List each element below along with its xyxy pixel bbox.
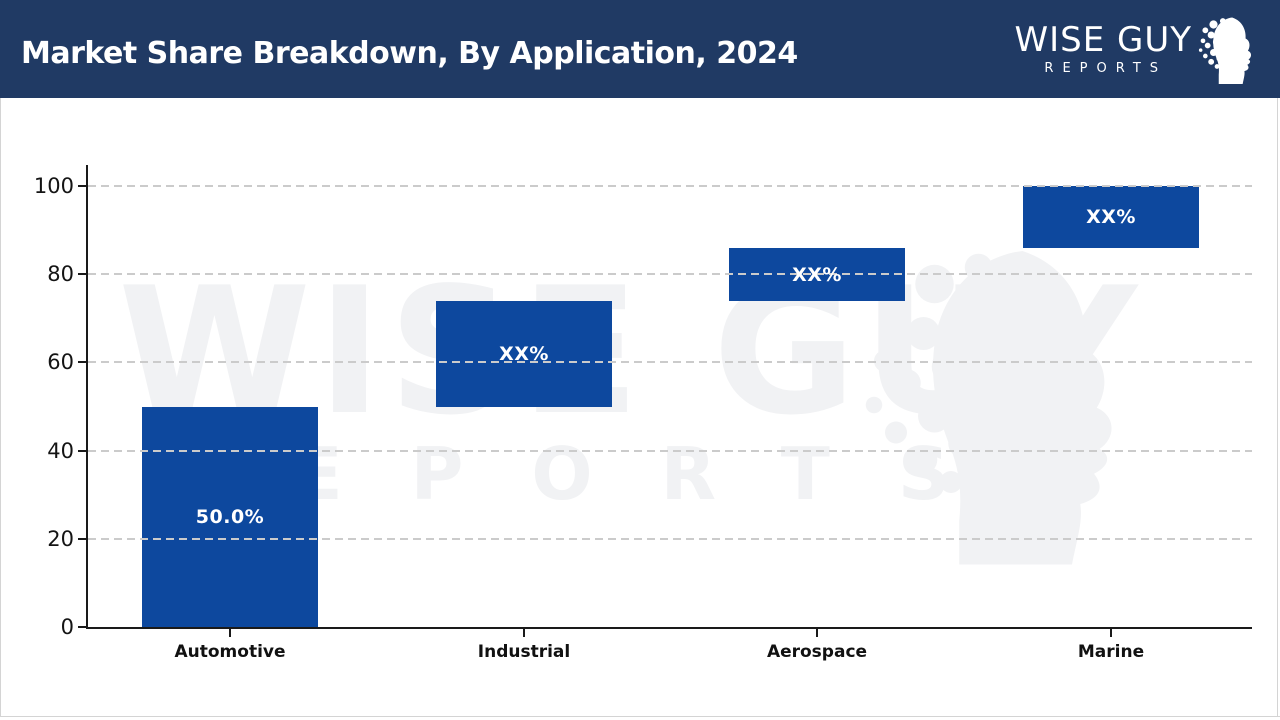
y-tick-label-40: 40 [47, 439, 74, 463]
bar-label-industrial: XX% [499, 343, 549, 365]
brand-name: WISE GUY [1014, 20, 1192, 60]
y-tick-100 [78, 185, 86, 187]
y-tick-label-100: 100 [33, 174, 74, 198]
x-tick-automotive [229, 629, 231, 637]
x-tick-marine [1110, 629, 1112, 637]
y-axis-line [86, 165, 88, 629]
x-tick-industrial [523, 629, 525, 637]
figure-border-left [0, 98, 1, 716]
y-tick-label-80: 80 [47, 262, 74, 286]
x-tick-aerospace [816, 629, 818, 637]
figure-border-bottom [0, 716, 1280, 717]
y-tick-label-20: 20 [47, 527, 74, 551]
header: Market Share Breakdown, By Application, … [0, 0, 1280, 98]
bar-label-marine: XX% [1086, 206, 1136, 228]
y-tick-80 [78, 273, 86, 275]
y-tick-40 [78, 450, 86, 452]
bar-industrial [436, 301, 612, 407]
x-tick-label-marine: Marine [1077, 642, 1145, 662]
gridline-80 [88, 273, 1252, 275]
x-tick-label-aerospace: Aerospace [766, 642, 868, 662]
figure-border-right [1277, 98, 1278, 716]
x-tick-label-industrial: Industrial [477, 642, 571, 662]
gridline-60 [88, 361, 1252, 363]
gridline-20 [88, 538, 1252, 540]
head-dots-icon [1198, 17, 1252, 84]
y-tick-20 [78, 538, 86, 540]
bar-automotive [142, 407, 318, 627]
bar-label-aerospace: XX% [792, 264, 842, 286]
y-tick-label-0: 0 [60, 615, 74, 639]
brand-logo: WISE GUY REPORTS [1014, 10, 1266, 88]
x-axis-line [86, 627, 1252, 629]
x-tick-label-automotive: Automotive [174, 642, 286, 662]
brand-subname: REPORTS [1044, 61, 1168, 76]
watermark-head-icon [865, 251, 1112, 565]
brand-logo-text: WISE GUY REPORTS [1014, 23, 1192, 75]
page-title: Market Share Breakdown, By Application, … [21, 36, 798, 71]
y-tick-label-60: 60 [47, 350, 74, 374]
y-tick-60 [78, 361, 86, 363]
y-tick-0 [78, 626, 86, 628]
gridline-100 [88, 185, 1252, 187]
bar-marine [1023, 186, 1199, 248]
bar-label-automotive: 50.0% [195, 506, 265, 528]
gridline-40 [88, 450, 1252, 452]
